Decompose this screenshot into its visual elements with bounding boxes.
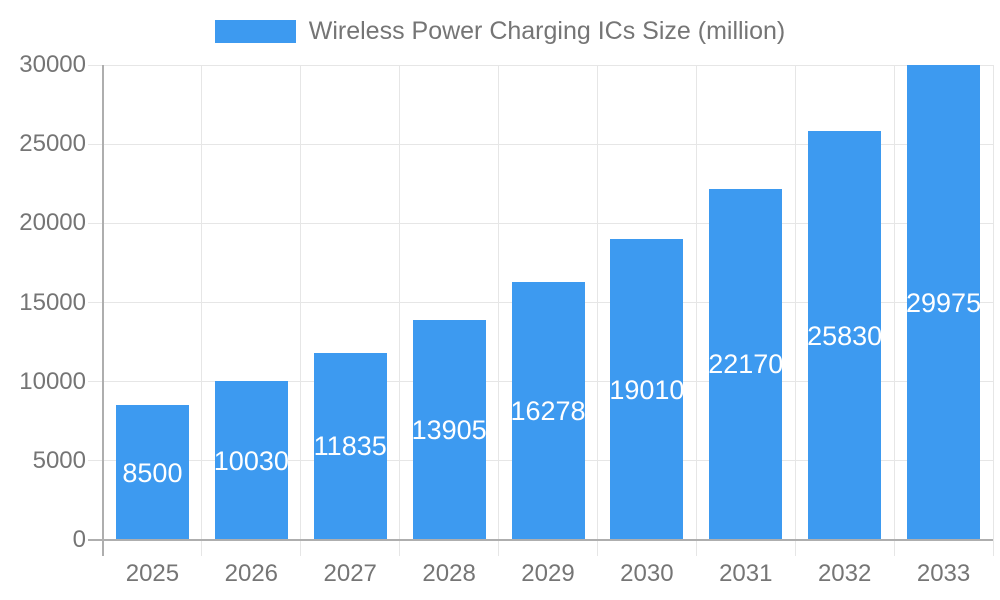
x-gridline <box>893 65 895 556</box>
x-axis-tick-label: 2029 <box>521 560 575 587</box>
x-axis-tick-label: 2033 <box>916 560 971 587</box>
bar-value-label: 25830 <box>807 320 883 351</box>
bar-value-label: 8500 <box>122 457 183 488</box>
x-axis-tick-label: 2028 <box>422 560 476 587</box>
bar-2031 <box>709 188 783 540</box>
y-axis-tick-label: 5000 <box>32 446 86 474</box>
x-axis-tick-label: 2027 <box>323 560 377 587</box>
y-gridline <box>88 143 993 145</box>
bar-value-label: 11835 <box>313 431 387 462</box>
bar-2029 <box>511 282 585 540</box>
y-axis-tick-label: 0 <box>72 526 86 553</box>
x-gridline <box>596 65 598 556</box>
bar-value-label: 29975 <box>906 287 982 318</box>
bar-2028 <box>412 319 486 540</box>
bar-2033 <box>907 65 981 540</box>
x-axis-tick-label: 2025 <box>125 560 180 587</box>
y-axis-tick-label: 20000 <box>19 209 86 237</box>
bar-value-label: 13905 <box>411 414 487 445</box>
x-axis-tick-label: 2030 <box>620 560 674 587</box>
y-gridline <box>88 64 993 66</box>
y-axis-line <box>102 65 104 556</box>
y-axis-tick-label: 15000 <box>19 288 86 316</box>
bar-value-label: 22170 <box>708 349 784 380</box>
x-gridline <box>695 65 697 556</box>
bar-value-label: 19010 <box>609 374 685 405</box>
x-gridline <box>992 65 994 556</box>
x-axis-tick-label: 2026 <box>224 560 279 587</box>
y-axis-tick-label: 30000 <box>19 51 86 78</box>
y-axis-tick-label: 25000 <box>19 130 86 158</box>
x-axis-tick-label: 2031 <box>719 560 773 587</box>
x-axis-tick-label: 2032 <box>817 560 872 587</box>
x-gridline <box>201 65 203 556</box>
bar-value-label: 10030 <box>213 445 289 476</box>
legend-item[interactable]: Wireless Power Charging ICs Size (millio… <box>0 17 1000 45</box>
legend-swatch <box>214 19 296 43</box>
bar-2026 <box>214 381 288 540</box>
x-gridline <box>399 65 401 556</box>
y-axis-tick-label: 10000 <box>19 367 86 395</box>
x-gridline <box>498 65 500 556</box>
bar-2027 <box>313 352 387 540</box>
bar-2030 <box>610 239 684 540</box>
x-gridline <box>794 65 796 556</box>
y-gridline <box>88 222 993 224</box>
x-axis-line <box>88 539 993 541</box>
x-gridline <box>300 65 302 556</box>
bar-value-label: 16278 <box>510 396 586 427</box>
legend-label: Wireless Power Charging ICs Size (millio… <box>308 17 786 45</box>
bar-2032 <box>808 131 882 540</box>
bar-2025 <box>115 405 189 540</box>
